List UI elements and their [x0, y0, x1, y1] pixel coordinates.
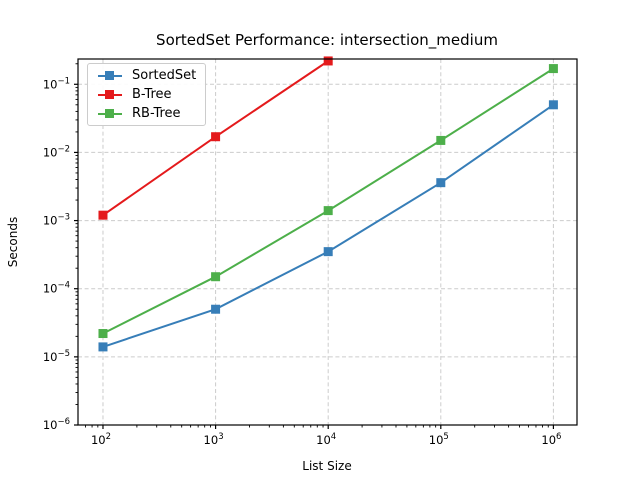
- x-axis-label: List Size: [302, 459, 351, 473]
- tick-label: 10−1: [43, 76, 70, 91]
- tick-label: 10−6: [43, 417, 70, 432]
- data-point-sortedset: [436, 178, 446, 188]
- data-point-rb-tree: [548, 64, 558, 74]
- tick-label: 104: [316, 432, 336, 447]
- legend-line-marker-sortedset: [98, 70, 122, 81]
- grid-layer: [78, 59, 577, 426]
- legend: SortedSet B-Tree RB-Tree: [87, 63, 206, 126]
- legend-line-marker-btree: [98, 89, 122, 100]
- legend-item-sortedset: SortedSet: [98, 69, 205, 82]
- y-axis-label: Seconds: [6, 217, 20, 267]
- tick-label: 103: [204, 432, 224, 447]
- data-point-sortedset: [211, 304, 221, 314]
- data-point-rb-tree: [211, 272, 221, 282]
- data-point-b-tree: [211, 132, 221, 142]
- data-point-rb-tree: [98, 329, 108, 339]
- data-point-sortedset: [548, 100, 558, 110]
- data-point-b-tree: [98, 210, 108, 220]
- data-point-rb-tree: [436, 135, 446, 145]
- axes-spines: [77, 58, 578, 426]
- legend-item-btree: B-Tree: [98, 88, 205, 101]
- tick-label: 106: [541, 432, 561, 447]
- legend-label-rbtree: RB-Tree: [132, 106, 181, 121]
- tick-label: 10−4: [43, 281, 70, 296]
- chart-title: SortedSet Performance: intersection_medi…: [156, 31, 498, 50]
- data-point-sortedset: [323, 247, 333, 257]
- tick-label: 10−2: [43, 144, 70, 159]
- data-point-rb-tree: [323, 206, 333, 216]
- tick-label: 105: [429, 432, 449, 447]
- legend-label-btree: B-Tree: [132, 87, 172, 102]
- tick-label: 10−5: [43, 349, 70, 364]
- legend-line-marker-rbtree: [98, 108, 122, 119]
- legend-label-sortedset: SortedSet: [132, 68, 197, 83]
- data-point-sortedset: [98, 342, 108, 352]
- data-point-b-tree: [323, 56, 333, 66]
- tick-label: 10−3: [43, 213, 70, 228]
- axis-layer: 102 103 104 105 106 10−1 10−2 10−3 10−4 10−5 10−6: [43, 58, 578, 447]
- legend-item-rbtree: RB-Tree: [98, 107, 205, 120]
- series-layer: [98, 56, 558, 352]
- tick-label: 102: [91, 432, 111, 447]
